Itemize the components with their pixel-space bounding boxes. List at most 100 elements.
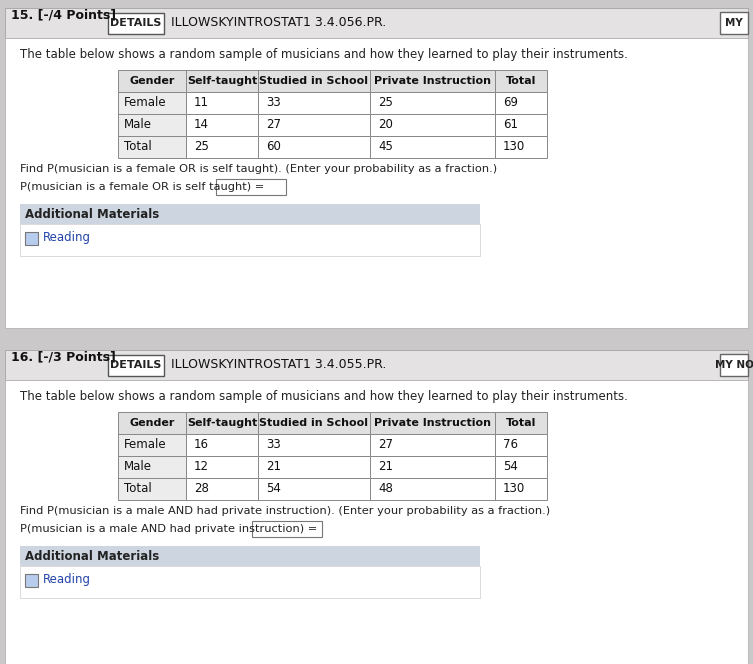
Bar xyxy=(186,456,258,478)
Text: 33: 33 xyxy=(266,438,281,452)
Text: Studied in School: Studied in School xyxy=(260,76,368,86)
Text: Self-taught: Self-taught xyxy=(187,76,257,86)
Bar xyxy=(186,114,258,136)
Text: Private Instruction: Private Instruction xyxy=(374,76,491,86)
Bar xyxy=(258,136,370,158)
Bar xyxy=(118,114,186,136)
Bar xyxy=(20,204,480,224)
Text: 54: 54 xyxy=(266,483,281,495)
Bar xyxy=(25,574,38,587)
Text: P(musician is a female OR is self taught) =: P(musician is a female OR is self taught… xyxy=(20,182,264,192)
Bar xyxy=(5,38,748,328)
Bar xyxy=(495,114,547,136)
Text: 16. [-/3 Points]: 16. [-/3 Points] xyxy=(11,351,116,363)
Bar xyxy=(118,456,186,478)
Bar xyxy=(118,478,186,500)
Bar xyxy=(720,354,748,376)
Bar xyxy=(495,136,547,158)
Text: Gender: Gender xyxy=(130,418,175,428)
Bar xyxy=(5,380,748,664)
Text: Total: Total xyxy=(124,483,152,495)
Bar xyxy=(370,136,495,158)
Bar xyxy=(495,412,547,434)
Bar xyxy=(720,12,748,34)
Text: Female: Female xyxy=(124,96,166,110)
Text: Total: Total xyxy=(506,76,536,86)
Text: P(musician is a male AND had private instruction) =: P(musician is a male AND had private ins… xyxy=(20,524,317,534)
Bar xyxy=(370,114,495,136)
Text: Total: Total xyxy=(124,141,152,153)
Text: MY: MY xyxy=(725,18,743,28)
Bar xyxy=(118,136,186,158)
Text: 76: 76 xyxy=(503,438,518,452)
Text: 45: 45 xyxy=(378,141,393,153)
Bar xyxy=(370,478,495,500)
Text: Find P(musician is a male AND had private instruction). (Enter your probability : Find P(musician is a male AND had privat… xyxy=(20,506,550,516)
Text: 130: 130 xyxy=(503,141,526,153)
Bar xyxy=(258,456,370,478)
Text: DETAILS: DETAILS xyxy=(110,360,162,370)
Text: DETAILS: DETAILS xyxy=(110,18,162,28)
Bar xyxy=(20,224,480,256)
Bar xyxy=(370,70,495,92)
Text: 27: 27 xyxy=(378,438,393,452)
Text: 69: 69 xyxy=(503,96,518,110)
Bar xyxy=(118,92,186,114)
Bar xyxy=(495,456,547,478)
Bar xyxy=(118,70,186,92)
Bar xyxy=(495,92,547,114)
Text: The table below shows a random sample of musicians and how they learned to play : The table below shows a random sample of… xyxy=(20,390,628,403)
Bar xyxy=(495,478,547,500)
Text: 14: 14 xyxy=(194,118,209,131)
Bar xyxy=(25,232,38,245)
Bar xyxy=(118,412,186,434)
Bar xyxy=(258,92,370,114)
Text: 12: 12 xyxy=(194,461,209,473)
Bar xyxy=(258,412,370,434)
Text: 60: 60 xyxy=(266,141,281,153)
Text: Reading: Reading xyxy=(43,574,91,586)
Text: 20: 20 xyxy=(378,118,393,131)
Text: 130: 130 xyxy=(503,483,526,495)
Bar xyxy=(186,70,258,92)
Bar xyxy=(370,412,495,434)
Text: 61: 61 xyxy=(503,118,518,131)
Text: Additional Materials: Additional Materials xyxy=(25,207,159,220)
Text: 11: 11 xyxy=(194,96,209,110)
Text: 25: 25 xyxy=(378,96,393,110)
Bar xyxy=(258,478,370,500)
Bar xyxy=(5,8,748,38)
Text: 33: 33 xyxy=(266,96,281,110)
Bar xyxy=(370,92,495,114)
Text: Male: Male xyxy=(124,118,152,131)
Bar xyxy=(258,114,370,136)
Text: Male: Male xyxy=(124,461,152,473)
Text: Find P(musician is a female OR is self taught). (Enter your probability as a fra: Find P(musician is a female OR is self t… xyxy=(20,164,497,174)
Bar xyxy=(108,13,164,34)
Bar xyxy=(258,434,370,456)
Bar xyxy=(186,434,258,456)
Bar xyxy=(370,456,495,478)
Bar xyxy=(258,70,370,92)
Text: 48: 48 xyxy=(378,483,393,495)
Text: Studied in School: Studied in School xyxy=(260,418,368,428)
Bar xyxy=(0,0,753,8)
Bar xyxy=(186,412,258,434)
Text: Gender: Gender xyxy=(130,76,175,86)
Bar xyxy=(118,434,186,456)
Bar xyxy=(186,136,258,158)
Bar xyxy=(252,521,322,537)
Text: Additional Materials: Additional Materials xyxy=(25,550,159,562)
Bar xyxy=(108,355,164,376)
Bar xyxy=(186,478,258,500)
Text: 21: 21 xyxy=(266,461,281,473)
Text: 21: 21 xyxy=(378,461,393,473)
Bar xyxy=(20,566,480,598)
Bar xyxy=(495,434,547,456)
Text: MY NO: MY NO xyxy=(715,360,753,370)
Text: 16: 16 xyxy=(194,438,209,452)
Text: 27: 27 xyxy=(266,118,281,131)
Text: The table below shows a random sample of musicians and how they learned to play : The table below shows a random sample of… xyxy=(20,48,628,61)
Bar xyxy=(5,350,748,380)
Text: 25: 25 xyxy=(194,141,209,153)
